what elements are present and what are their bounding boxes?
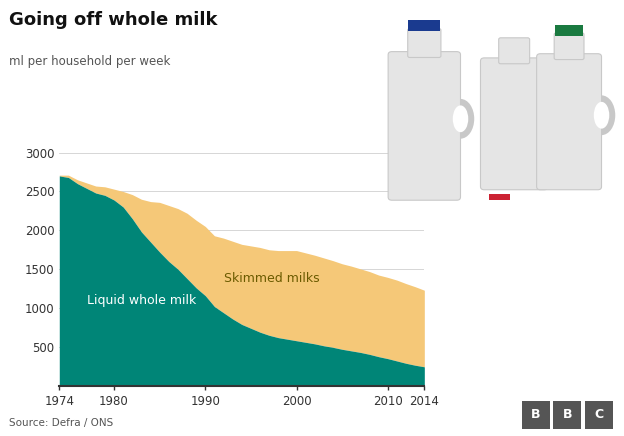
Text: Going off whole milk: Going off whole milk bbox=[9, 11, 218, 29]
FancyBboxPatch shape bbox=[585, 401, 613, 429]
Text: C: C bbox=[595, 408, 603, 421]
Bar bbox=[489, 194, 510, 200]
FancyBboxPatch shape bbox=[522, 401, 550, 429]
Ellipse shape bbox=[540, 104, 555, 131]
Text: Source: Defra / ONS: Source: Defra / ONS bbox=[9, 418, 114, 428]
Text: B: B bbox=[531, 408, 540, 421]
FancyBboxPatch shape bbox=[554, 33, 584, 60]
Text: Liquid whole milk: Liquid whole milk bbox=[87, 294, 196, 307]
Bar bbox=[555, 25, 583, 36]
FancyBboxPatch shape bbox=[499, 38, 530, 64]
FancyBboxPatch shape bbox=[537, 54, 602, 190]
Ellipse shape bbox=[447, 99, 474, 139]
Ellipse shape bbox=[594, 102, 609, 129]
Ellipse shape bbox=[453, 106, 468, 132]
FancyBboxPatch shape bbox=[388, 51, 461, 200]
Bar bbox=[408, 20, 441, 31]
FancyBboxPatch shape bbox=[480, 58, 548, 190]
Ellipse shape bbox=[588, 95, 615, 135]
Ellipse shape bbox=[534, 98, 562, 137]
FancyBboxPatch shape bbox=[553, 401, 582, 429]
FancyBboxPatch shape bbox=[407, 28, 441, 58]
Text: B: B bbox=[563, 408, 572, 421]
Text: ml per household per week: ml per household per week bbox=[9, 54, 171, 68]
Text: Skimmed milks: Skimmed milks bbox=[223, 272, 319, 285]
